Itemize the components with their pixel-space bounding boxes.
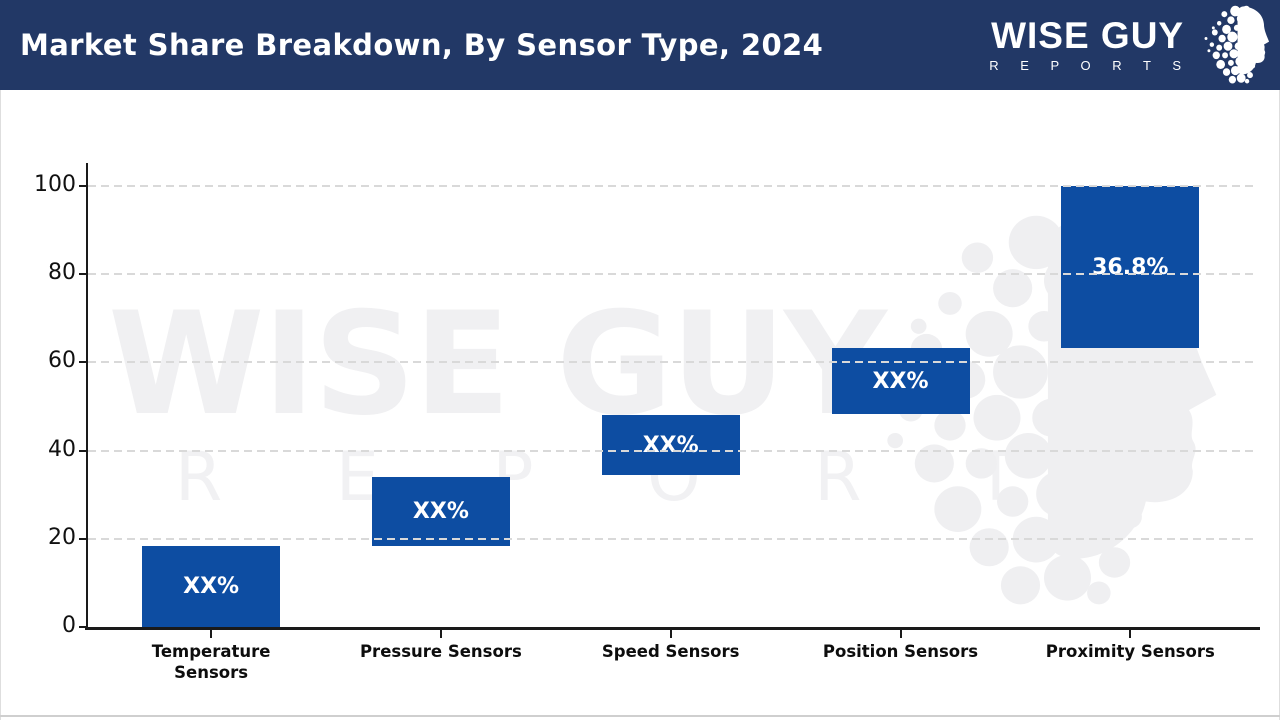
- x-tick-label: Position Sensors: [822, 642, 979, 661]
- bar-value-label: XX%: [412, 498, 469, 524]
- bar-temperature-sensors: XX%: [142, 546, 281, 627]
- bar-value-label: XX%: [642, 432, 699, 458]
- gridline: [88, 273, 1256, 276]
- page-border-bottom: [0, 715, 1280, 717]
- y-tick-label: 80: [48, 260, 76, 286]
- y-tick-label: 60: [48, 348, 76, 374]
- logo-head-dots-icon: [1204, 5, 1270, 84]
- gridline: [88, 449, 1256, 452]
- wiseguy-logo: WISE GUY R E P O R T S: [985, 5, 1272, 85]
- y-axis-line: [86, 163, 88, 630]
- y-tick-mark: [79, 273, 87, 276]
- x-tick-label: Pressure Sensors: [359, 642, 522, 661]
- y-tick-label: 40: [48, 436, 76, 462]
- bar-proximity-sensors: 36.8%: [1061, 186, 1200, 349]
- y-tick-mark: [79, 361, 87, 364]
- y-tick-mark: [79, 185, 87, 187]
- x-tick-mark: [210, 630, 213, 638]
- bar-value-label: 36.8%: [1092, 254, 1169, 280]
- y-tick-label: 0: [62, 613, 76, 638]
- x-axis-line: [85, 627, 1260, 630]
- gridline: [88, 537, 1256, 540]
- page-title: Market Share Breakdown, By Sensor Type, …: [20, 28, 824, 62]
- bar-value-label: XX%: [183, 574, 240, 600]
- y-tick-label: 20: [48, 524, 76, 550]
- watermark-wiseguy-text: WISE GUY: [108, 282, 887, 447]
- y-tick-mark: [79, 449, 87, 452]
- x-tick-label: Speed Sensors: [601, 642, 740, 661]
- header-bar: Market Share Breakdown, By Sensor Type, …: [0, 0, 1280, 90]
- page-border-left: [0, 90, 1, 720]
- bar-position-sensors: XX%: [831, 348, 970, 414]
- x-tick-mark: [1129, 630, 1132, 638]
- y-tick-mark: [79, 626, 87, 628]
- logo-reports-text: R E P O R T S: [989, 58, 1190, 73]
- x-tick-mark: [439, 630, 442, 638]
- x-tick-mark: [899, 630, 902, 638]
- x-tick-mark: [669, 630, 672, 638]
- y-tick-mark: [79, 537, 87, 540]
- gridline: [88, 361, 1256, 364]
- x-tick-label: Proximity Sensors: [1045, 642, 1215, 661]
- bar-pressure-sensors: XX%: [371, 476, 510, 547]
- gridline: [88, 185, 1256, 187]
- y-tick-label: 100: [34, 172, 76, 197]
- logo-wiseguy-text: WISE GUY: [991, 15, 1185, 56]
- x-tick-label: Temperature Sensors: [151, 642, 271, 683]
- bar-speed-sensors: XX%: [601, 415, 740, 476]
- bar-value-label: XX%: [872, 368, 929, 394]
